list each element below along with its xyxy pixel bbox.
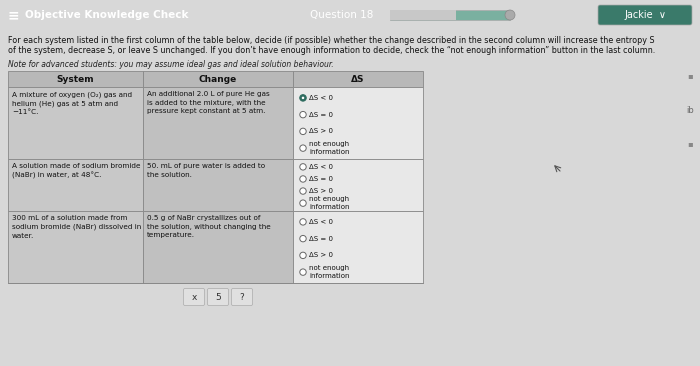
Circle shape bbox=[300, 145, 306, 151]
Text: not enough
information: not enough information bbox=[309, 197, 350, 210]
Text: 0.5 g of NaBr crystallizes out of
the solution, without changing the
temperature: 0.5 g of NaBr crystallizes out of the so… bbox=[147, 215, 271, 238]
Text: not enough
information: not enough information bbox=[309, 265, 350, 279]
Bar bbox=[8, 71, 143, 87]
Text: ΔS > 0: ΔS > 0 bbox=[309, 128, 333, 134]
FancyBboxPatch shape bbox=[598, 5, 692, 25]
Text: ΔS > 0: ΔS > 0 bbox=[309, 188, 333, 194]
FancyBboxPatch shape bbox=[232, 288, 253, 306]
Text: of the system, decrease S, or leave S unchanged. If you don’t have enough inform: of the system, decrease S, or leave S un… bbox=[8, 46, 655, 55]
Bar bbox=[143, 71, 293, 87]
Circle shape bbox=[300, 111, 306, 118]
Bar bbox=[293, 71, 423, 87]
Bar bbox=[143, 87, 293, 159]
Text: x: x bbox=[191, 292, 197, 302]
Text: ΔS = 0: ΔS = 0 bbox=[309, 236, 333, 242]
Text: Objective Knowledge Check: Objective Knowledge Check bbox=[25, 10, 188, 20]
Text: 300 mL of a solution made from
sodium bromide (NaBr) dissolved in
water.: 300 mL of a solution made from sodium br… bbox=[12, 215, 141, 239]
Text: ib: ib bbox=[686, 105, 694, 115]
Circle shape bbox=[505, 10, 515, 20]
Text: Change: Change bbox=[199, 75, 237, 83]
Text: For each system listed in the first column of the table below, decide (if possib: For each system listed in the first colu… bbox=[8, 36, 655, 45]
Bar bbox=[143, 211, 293, 283]
Text: not enough
information: not enough information bbox=[309, 141, 350, 155]
Text: Jackie  ∨: Jackie ∨ bbox=[624, 10, 666, 20]
Text: A mixture of oxygen (O₂) gas and
helium (He) gas at 5 atm and
−11°C.: A mixture of oxygen (O₂) gas and helium … bbox=[12, 91, 132, 115]
FancyBboxPatch shape bbox=[207, 288, 228, 306]
Text: ΔS > 0: ΔS > 0 bbox=[309, 253, 333, 258]
Bar bbox=[293, 159, 423, 211]
Circle shape bbox=[300, 164, 306, 170]
Circle shape bbox=[300, 200, 306, 206]
Text: Question 18: Question 18 bbox=[310, 10, 373, 20]
Text: ΔS: ΔS bbox=[351, 75, 365, 83]
Circle shape bbox=[300, 176, 306, 182]
Bar bbox=[8, 159, 143, 211]
FancyBboxPatch shape bbox=[183, 288, 204, 306]
Circle shape bbox=[300, 95, 306, 101]
Circle shape bbox=[302, 97, 304, 99]
Text: ΔS < 0: ΔS < 0 bbox=[309, 95, 333, 101]
Text: ▪: ▪ bbox=[687, 71, 693, 81]
Bar bbox=[293, 211, 423, 283]
Circle shape bbox=[300, 128, 306, 135]
Circle shape bbox=[300, 188, 306, 194]
Text: ?: ? bbox=[239, 292, 244, 302]
Text: ΔS < 0: ΔS < 0 bbox=[309, 164, 333, 170]
Bar bbox=[143, 159, 293, 211]
Text: A solution made of sodium bromide
(NaBr) in water, at 48°C.: A solution made of sodium bromide (NaBr)… bbox=[12, 163, 141, 179]
Text: 50. mL of pure water is added to
the solution.: 50. mL of pure water is added to the sol… bbox=[147, 163, 265, 178]
Bar bbox=[390, 10, 456, 20]
Bar bbox=[390, 10, 510, 20]
Text: System: System bbox=[57, 75, 94, 83]
Circle shape bbox=[300, 219, 306, 225]
Bar bbox=[293, 87, 423, 159]
Text: ΔS < 0: ΔS < 0 bbox=[309, 219, 333, 225]
Bar bbox=[8, 211, 143, 283]
Text: ΔS = 0: ΔS = 0 bbox=[309, 176, 333, 182]
Text: 5: 5 bbox=[215, 292, 221, 302]
Text: ≡: ≡ bbox=[8, 8, 20, 22]
Circle shape bbox=[300, 235, 306, 242]
Text: ▪: ▪ bbox=[687, 139, 693, 149]
Text: Note for advanced students: you may assume ideal gas and ideal solution behaviou: Note for advanced students: you may assu… bbox=[8, 60, 334, 69]
Text: An additional 2.0 L of pure He gas
is added to the mixture, with the
pressure ke: An additional 2.0 L of pure He gas is ad… bbox=[147, 91, 270, 114]
Text: ΔS = 0: ΔS = 0 bbox=[309, 112, 333, 117]
Circle shape bbox=[300, 252, 306, 258]
Bar bbox=[8, 87, 143, 159]
Circle shape bbox=[300, 269, 306, 275]
